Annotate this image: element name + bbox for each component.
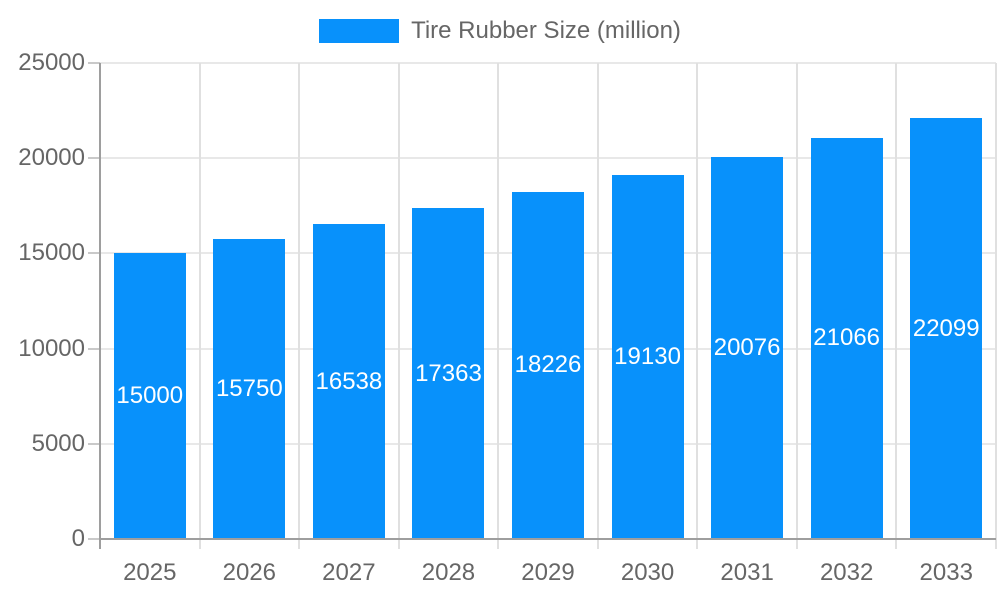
- bar: [512, 191, 584, 539]
- x-axis-tick: [397, 539, 400, 549]
- bar: [213, 239, 286, 539]
- y-tick-label: 15000: [18, 239, 85, 267]
- y-tick-label: 20000: [18, 144, 85, 172]
- bar-value-label: 15750: [215, 375, 283, 403]
- x-tick-label: 2026: [222, 559, 277, 586]
- x-axis-tick: [795, 539, 798, 549]
- x-tick-label: 2030: [620, 559, 675, 586]
- y-tick-label: 25000: [18, 49, 85, 76]
- bar: [810, 137, 883, 539]
- gridline-vertical: [298, 63, 301, 539]
- gridline-vertical: [696, 63, 699, 539]
- y-axis-tick: [88, 538, 100, 540]
- bar-value-label: 18226: [514, 351, 582, 379]
- gridline-vertical: [795, 63, 798, 539]
- bar: [113, 253, 186, 539]
- x-axis-tick: [696, 539, 699, 549]
- bar-value-label: 20076: [713, 333, 781, 361]
- gridline-vertical: [596, 63, 599, 539]
- bar-value-label: 19130: [614, 342, 681, 370]
- legend-label: Tire Rubber Size (million): [411, 17, 681, 44]
- legend-item[interactable]: Tire Rubber Size (million): [0, 17, 1000, 45]
- y-tick-label: 0: [71, 525, 85, 552]
- bar: [611, 174, 684, 539]
- bar: [312, 224, 385, 539]
- y-axis-tick: [88, 157, 100, 160]
- x-axis-line: [100, 538, 996, 540]
- x-tick-label: 2025: [123, 559, 177, 586]
- gridline-horizontal: [100, 62, 996, 64]
- x-axis-tick: [497, 539, 500, 549]
- y-axis-tick: [88, 62, 100, 64]
- x-tick-label: 2031: [720, 559, 774, 586]
- bar-value-label: 15000: [116, 382, 184, 410]
- x-tick-label: 2027: [322, 559, 376, 586]
- y-axis-tick: [88, 442, 100, 445]
- x-axis-tick: [198, 539, 201, 549]
- gridline-vertical: [995, 63, 997, 539]
- bar-value-label: 22099: [912, 314, 980, 342]
- bar-value-label: 17363: [415, 359, 482, 387]
- y-axis-line: [99, 63, 101, 549]
- legend-swatch: [319, 19, 400, 43]
- x-tick-label: 2029: [521, 559, 575, 586]
- gridline-horizontal: [100, 157, 996, 160]
- gridline-vertical: [397, 63, 400, 539]
- bar: [910, 118, 983, 539]
- x-axis-tick: [596, 539, 599, 549]
- gridline-vertical: [895, 63, 898, 539]
- bar: [412, 208, 485, 539]
- gridline-vertical: [497, 63, 500, 539]
- x-tick-label: 2033: [919, 559, 973, 586]
- bar: [711, 156, 784, 539]
- y-tick-label: 10000: [18, 334, 85, 362]
- y-axis-tick: [88, 347, 100, 350]
- x-axis-tick: [298, 539, 301, 549]
- x-axis-tick: [895, 539, 898, 549]
- y-axis-tick: [88, 252, 100, 255]
- y-tick-label: 5000: [31, 429, 85, 457]
- gridline-vertical: [198, 63, 201, 539]
- x-axis-tick: [995, 539, 997, 549]
- bar-value-label: 16538: [315, 367, 383, 395]
- x-tick-label: 2032: [819, 559, 874, 586]
- bar-value-label: 21066: [813, 324, 881, 352]
- x-tick-label: 2028: [421, 559, 476, 586]
